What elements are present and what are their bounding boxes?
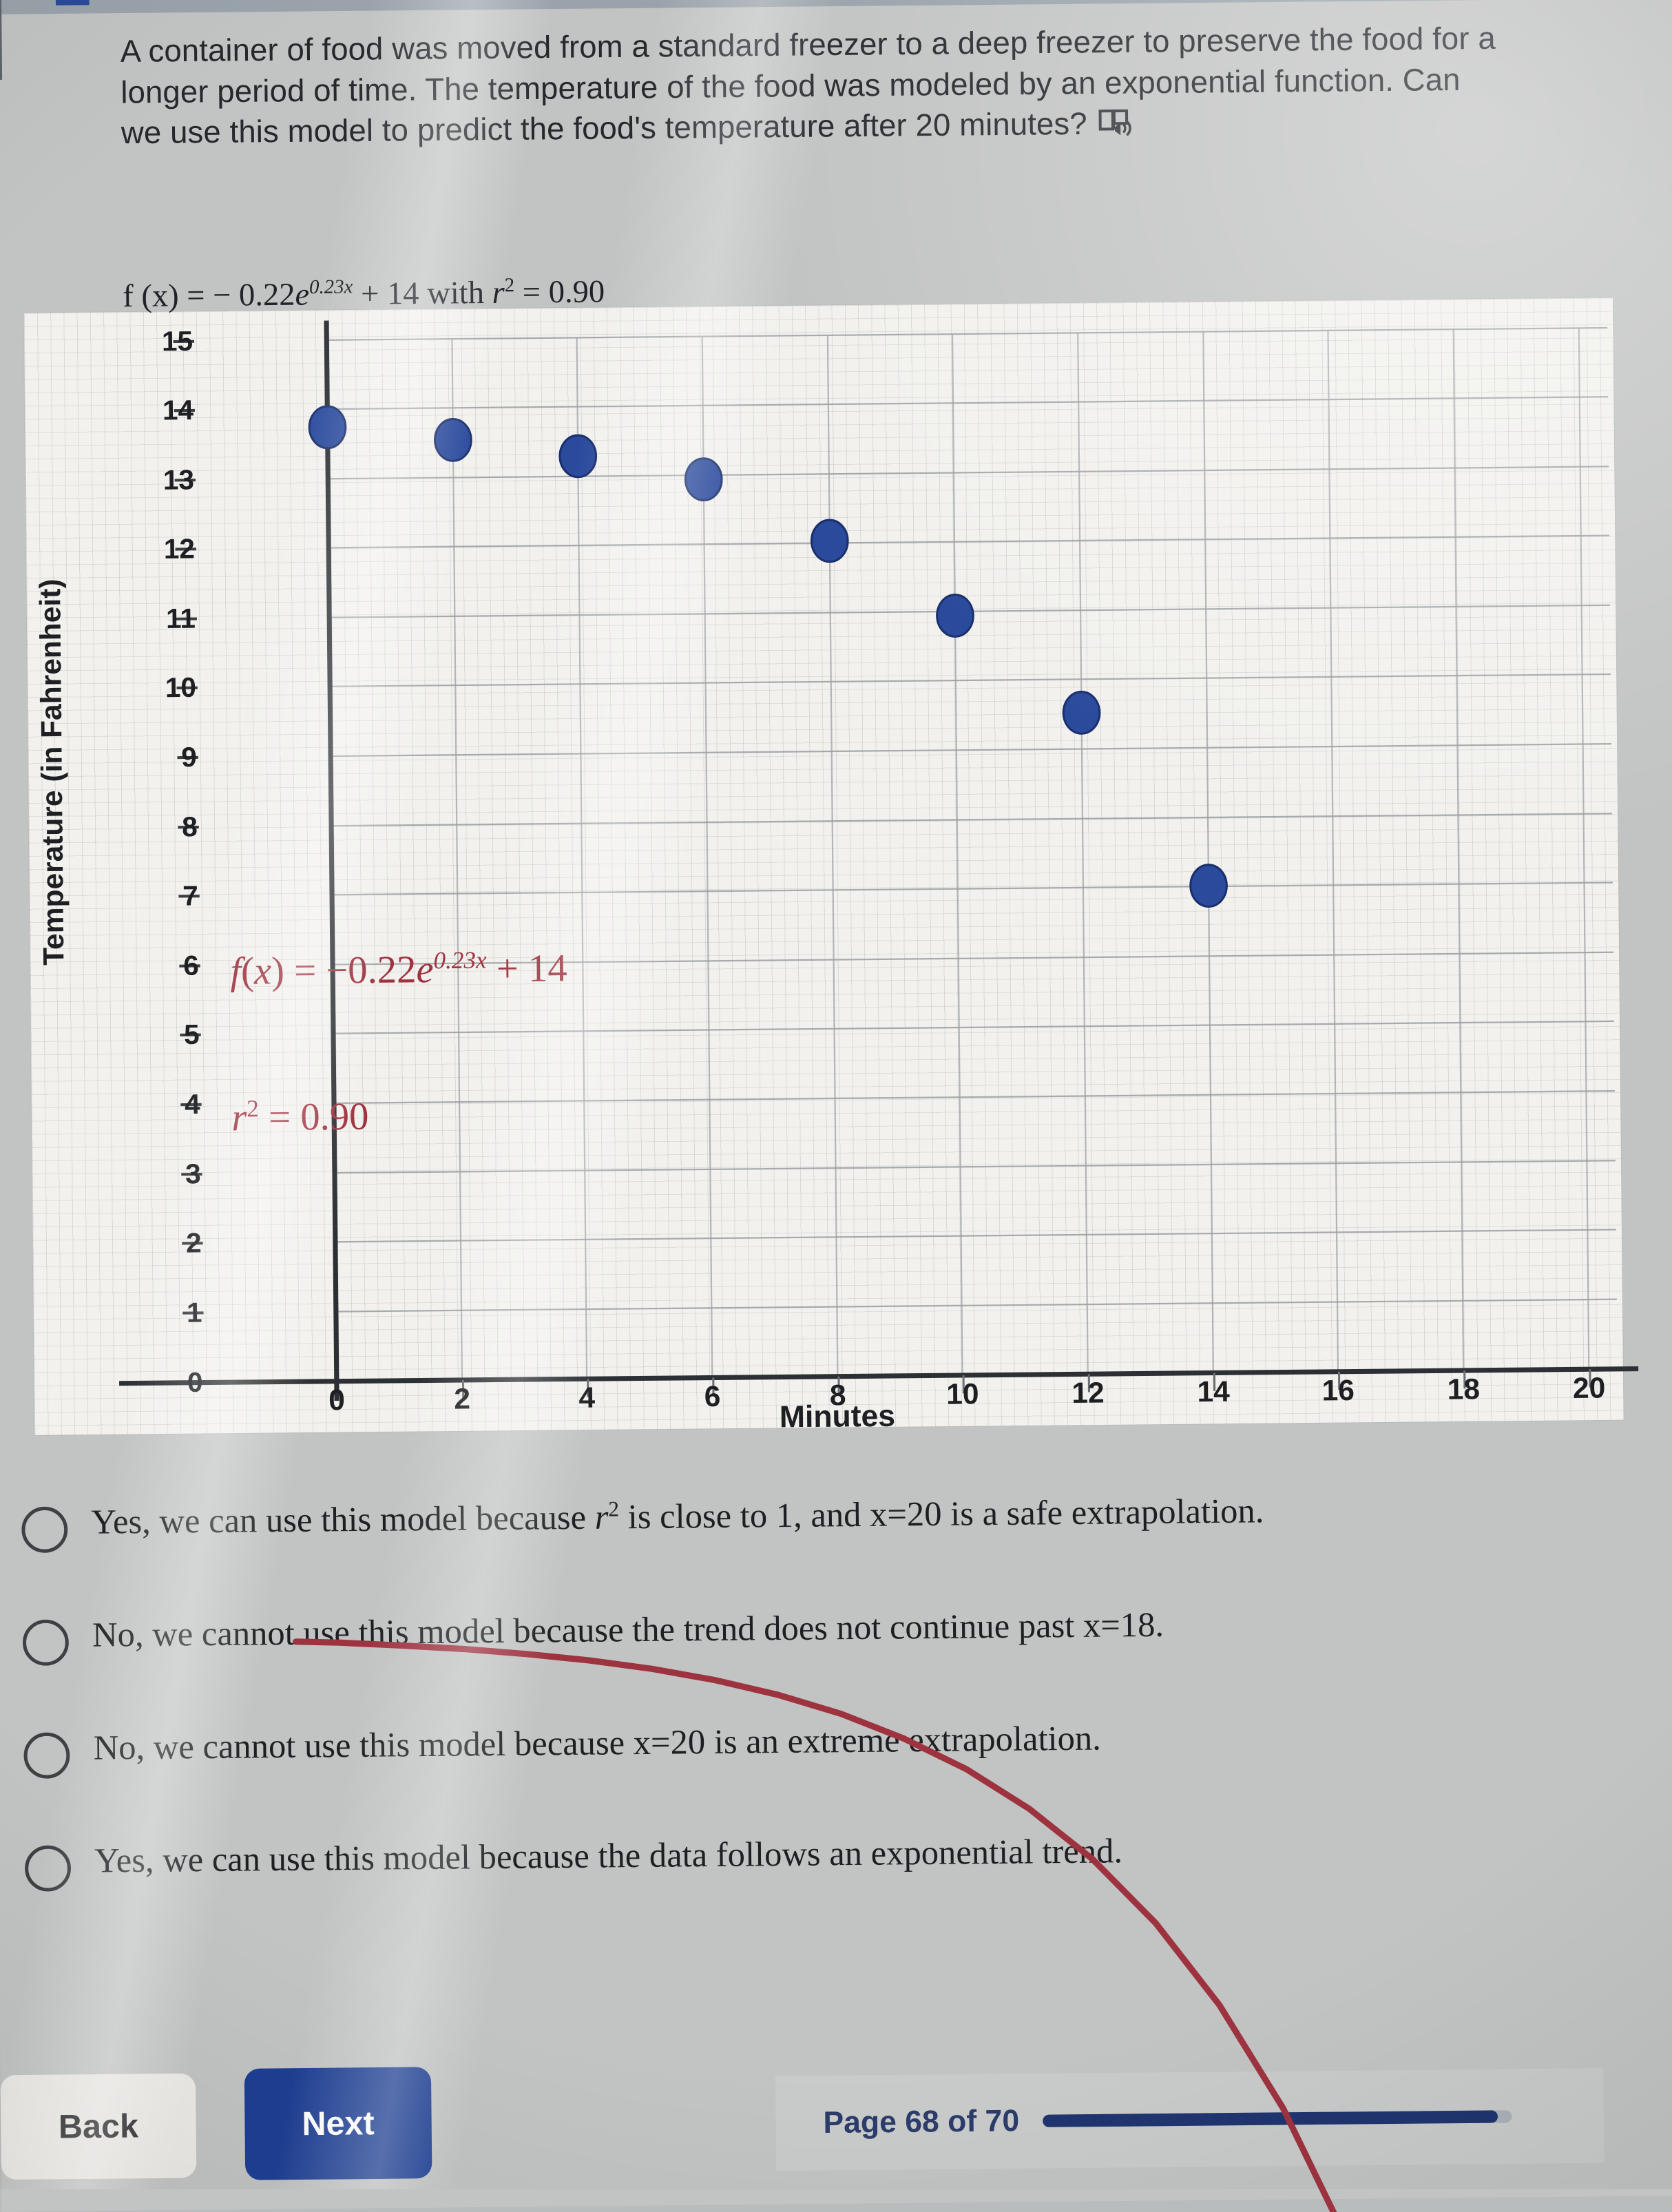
answer-options: Yes, we can use this model because r2 is…	[0, 1485, 1672, 1953]
option-a-pre: Yes, we can use this model because	[91, 1497, 595, 1541]
eq-exponent: 0.23x	[433, 946, 487, 974]
x-tick-14: 14	[1197, 1375, 1230, 1408]
x-tick-0: 0	[328, 1383, 346, 1417]
question-text: A container of food was moved from a sta…	[120, 18, 1508, 158]
y-tick-1: 1	[186, 1297, 202, 1328]
fx-base: e	[295, 276, 310, 312]
y-tick-2: 2	[185, 1227, 202, 1259]
answer-option-b-label: No, we cannot use this model because the…	[92, 1605, 1164, 1654]
radio-button-b[interactable]	[22, 1619, 70, 1666]
answer-option-b[interactable]: No, we cannot use this model because the…	[0, 1598, 1672, 1666]
answer-option-d-label: Yes, we can use this model because the d…	[94, 1830, 1123, 1880]
page-indicator: Page 68 of 70	[823, 2103, 1020, 2140]
x-tick-10: 10	[945, 1377, 979, 1410]
eq-paren-close: )	[271, 949, 285, 993]
y-tick-8: 8	[182, 811, 198, 843]
eq-tail: + 14	[496, 946, 567, 991]
y-tick-6: 6	[182, 950, 199, 981]
data-point	[558, 434, 598, 479]
y-tick-15: 15	[161, 326, 194, 357]
x-tick-16: 16	[1321, 1373, 1355, 1407]
fx-plus-term: + 14 with	[360, 274, 485, 311]
radio-button-a[interactable]	[21, 1506, 68, 1554]
model-curve	[293, 1638, 1446, 2212]
fx-coefficient: − 0.22	[212, 276, 295, 313]
y-tick-14: 14	[162, 395, 194, 426]
fx-prefix: f (x) =	[122, 277, 205, 314]
eq-e: e	[416, 948, 434, 992]
fx-exponent: 0.23x	[309, 276, 353, 299]
x-tick-18: 18	[1447, 1372, 1481, 1406]
progress-bar-fill	[1043, 2110, 1498, 2127]
option-a-var: r	[594, 1496, 609, 1536]
axes-and-data	[119, 320, 1639, 2212]
bottom-navigation-bar: Back Next Page 68 of 70	[0, 2025, 1672, 2212]
eq-r-value: = 0.90	[268, 1094, 369, 1140]
data-point	[1189, 864, 1228, 908]
data-point	[684, 457, 723, 501]
eq-x: x	[253, 949, 272, 993]
book-speaker-icon[interactable]	[1098, 107, 1135, 149]
data-point	[810, 519, 849, 563]
x-tick-2: 2	[454, 1381, 471, 1415]
eq-f: f	[230, 950, 242, 994]
eq-rhs: = −0.22	[293, 948, 417, 993]
y-tick-3: 3	[185, 1158, 201, 1190]
y-tick-12: 12	[163, 534, 196, 565]
answer-option-d[interactable]: Yes, we can use this model because the d…	[0, 1824, 1672, 1892]
data-point	[308, 405, 347, 450]
y-tick-10: 10	[165, 672, 197, 704]
eq-r-exponent: 2	[247, 1094, 260, 1123]
page-progress-area: Page 68 of 70	[775, 2068, 1605, 2171]
progress-bar[interactable]	[1043, 2110, 1512, 2127]
answer-option-a[interactable]: Yes, we can use this model because r2 is…	[0, 1485, 1672, 1554]
answer-option-a-label: Yes, we can use this model because r2 is…	[91, 1490, 1264, 1543]
x-tick-4: 4	[578, 1381, 596, 1414]
x-tick-12: 12	[1072, 1376, 1105, 1410]
y-tick-9: 9	[181, 742, 198, 773]
plot-r-squared-annotation: r2 = 0.90	[231, 1094, 369, 1140]
plot-equation-annotation: f(x) = −0.22e0.23x + 14	[230, 946, 567, 994]
next-button[interactable]: Next	[244, 2067, 432, 2180]
x-tick-8: 8	[829, 1378, 846, 1412]
model-equation-header: f (x) = − 0.22e0.23x + 14 with r2 = 0.90	[123, 273, 605, 314]
data-points	[308, 405, 1228, 908]
radio-button-c[interactable]	[23, 1732, 70, 1779]
y-tick-4: 4	[184, 1089, 200, 1120]
r-symbol: r	[492, 274, 505, 311]
answer-option-c[interactable]: No, we cannot use this model because x=2…	[0, 1711, 1672, 1779]
y-tick-11: 11	[165, 603, 196, 635]
option-a-var-exp: 2	[608, 1496, 620, 1521]
r-squared-value: = 0.90	[522, 273, 605, 310]
y-tick-13: 13	[163, 464, 195, 496]
back-button[interactable]: Back	[0, 2073, 197, 2180]
scatter-plot: Temperature (in Fahrenheit) Minutes	[34, 320, 1639, 2212]
eq-r: r	[231, 1096, 247, 1140]
y-tick-5: 5	[183, 1019, 200, 1051]
option-a-post: is close to 1, and x=20 is a safe extrap…	[618, 1490, 1264, 1536]
r-exponent: 2	[504, 274, 515, 297]
y-tick-7: 7	[182, 880, 198, 912]
x-tick-6: 6	[704, 1379, 721, 1413]
y-tick-0: 0	[187, 1367, 203, 1399]
x-tick-20: 20	[1572, 1371, 1606, 1405]
data-point	[1062, 691, 1101, 735]
radio-button-d[interactable]	[24, 1845, 72, 1892]
data-point	[434, 417, 472, 462]
eq-paren-open: (	[240, 950, 255, 993]
data-point	[936, 594, 974, 638]
